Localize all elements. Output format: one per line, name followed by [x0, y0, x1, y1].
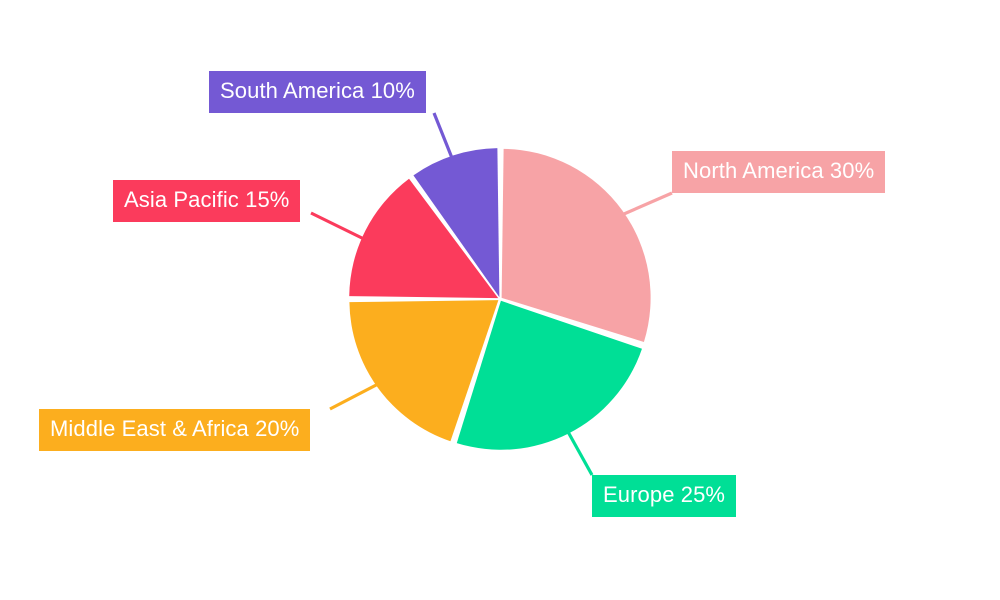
- pie-label-south-america[interactable]: South America 10%: [209, 71, 426, 113]
- pie-label-middle-east-africa[interactable]: Middle East & Africa 20%: [39, 409, 311, 451]
- pie-slice-middle-east-africa[interactable]: [349, 300, 499, 442]
- pie-label-asia-pacific[interactable]: Asia Pacific 15%: [113, 180, 301, 222]
- pie-slice-south-america[interactable]: [413, 148, 500, 298]
- pie-slice-europe[interactable]: [456, 300, 642, 450]
- pie-label-europe[interactable]: Europe 25%: [592, 475, 737, 517]
- leader-line-middle-east-africa: [329, 380, 383, 411]
- pie-slice-north-america[interactable]: [501, 148, 651, 342]
- pie-label-north-america[interactable]: North America 30%: [672, 151, 886, 193]
- pie-slices-group: [349, 148, 651, 450]
- leader-line-asia-pacific: [310, 211, 367, 242]
- pie-slice-asia-pacific[interactable]: [349, 178, 499, 299]
- leader-line-north-america: [616, 191, 673, 219]
- leader-line-europe: [565, 429, 594, 476]
